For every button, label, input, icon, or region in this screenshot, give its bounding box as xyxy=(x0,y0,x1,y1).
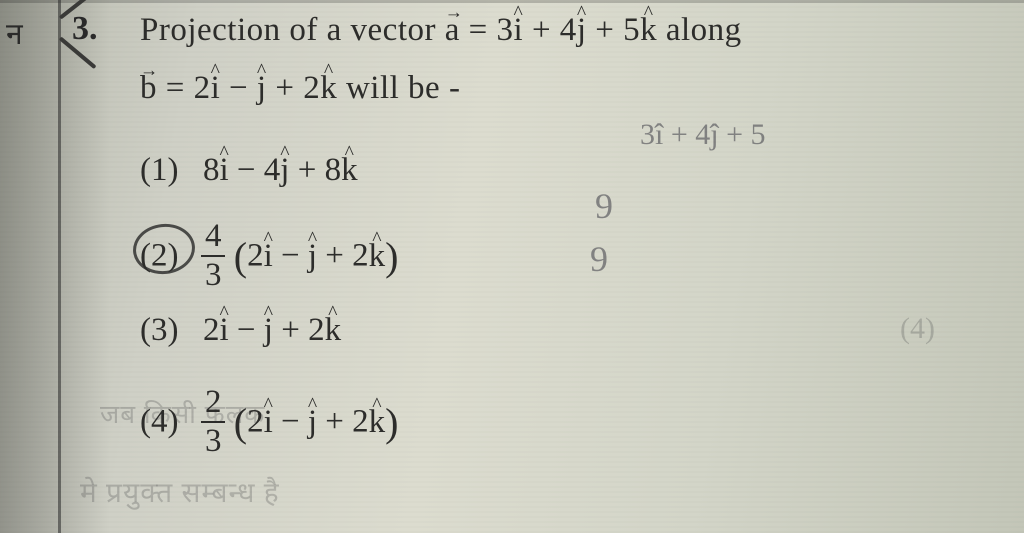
minus: − xyxy=(229,70,257,106)
j-hat: ^j xyxy=(577,12,587,49)
caret-icon: ^ xyxy=(264,228,273,251)
eq-2: = 2 xyxy=(166,70,211,106)
plus-4: + 4 xyxy=(532,12,577,48)
binding-shadow xyxy=(0,0,110,533)
caret-icon: ^ xyxy=(514,2,524,25)
fraction-den: 3 xyxy=(201,257,226,292)
j-hat: ^j xyxy=(308,238,317,275)
vector-b: →b xyxy=(140,70,157,107)
caret-icon: ^ xyxy=(264,302,273,325)
caret-icon: ^ xyxy=(219,302,228,325)
k-hat: ^k xyxy=(369,404,386,441)
paren-open: ( xyxy=(234,234,247,279)
scanned-page: न 3. Projection of a vector →a = 3^i + 4… xyxy=(0,0,1024,533)
option-number: (3) xyxy=(140,312,178,348)
j-hat: ^j xyxy=(264,312,273,349)
cropped-side-char: न xyxy=(6,12,23,53)
i-hat: ^i xyxy=(264,238,273,275)
option-1: (1) 8^i − 4^j + 8^k xyxy=(140,152,358,189)
k-hat: ^k xyxy=(369,238,386,275)
plus-5: + 5 xyxy=(595,12,640,48)
opt1-plus8: + 8 xyxy=(298,152,341,188)
caret-icon: ^ xyxy=(369,394,386,417)
j-hat: ^j xyxy=(257,70,267,107)
j-hat: ^j xyxy=(280,152,289,189)
handwriting-9b: 9 xyxy=(590,238,608,280)
handwriting-9a: 9 xyxy=(595,185,613,227)
caret-icon: ^ xyxy=(280,142,289,165)
caret-icon: ^ xyxy=(308,394,317,417)
i-hat: ^i xyxy=(219,152,228,189)
caret-icon: ^ xyxy=(219,142,228,165)
bleed-through-text-2: मे प्रयुक्त सम्बन्ध है xyxy=(80,478,280,514)
caret-icon: ^ xyxy=(341,142,358,165)
q-text-willbe: will be - xyxy=(346,70,460,106)
left-margin-rule xyxy=(58,0,61,533)
q-text-along: along xyxy=(666,12,742,48)
k-hat: ^k xyxy=(320,70,337,107)
caret-icon: ^ xyxy=(320,60,337,83)
vector-a: →a xyxy=(445,12,460,49)
k-hat: ^k xyxy=(341,152,358,189)
caret-icon: ^ xyxy=(369,228,386,251)
page-top-edge xyxy=(0,0,1024,3)
k-hat: ^k xyxy=(640,12,657,49)
q-text-projection: Projection of a vector xyxy=(140,12,445,48)
option-2: (2) 4 3 (2^i − ^j + 2^k) xyxy=(140,222,398,294)
bleed-through-right: (4) xyxy=(900,312,935,346)
plus-2: + 2 xyxy=(275,70,320,106)
question-number: 3. xyxy=(72,10,98,48)
j-hat: ^j xyxy=(308,404,317,441)
opt1-minus4: − 4 xyxy=(237,152,280,188)
option-3: (3) 2^i − ^j + 2^k xyxy=(140,312,341,349)
handwriting-note: 3î + 4ĵ + 5 xyxy=(640,118,766,152)
eq-3: = 3 xyxy=(469,12,514,48)
question-line-1: Projection of a vector →a = 3^i + 4^j + … xyxy=(140,12,742,49)
arrow-icon: → xyxy=(445,2,460,23)
i-hat: ^i xyxy=(514,12,524,49)
bleed-through-text-1: जब किसी फलक xyxy=(100,400,265,434)
i-hat: ^i xyxy=(219,312,228,349)
caret-icon: ^ xyxy=(257,60,267,83)
paren-close: ) xyxy=(385,400,398,445)
caret-icon: ^ xyxy=(325,302,342,325)
opt1-8: 8 xyxy=(203,152,220,188)
question-line-2: →b = 2^i − ^j + 2^k will be - xyxy=(140,70,460,107)
i-hat: ^i xyxy=(211,70,221,107)
arrow-icon: → xyxy=(140,60,157,81)
paren-close: ) xyxy=(385,234,398,279)
k-hat: ^k xyxy=(325,312,342,349)
fraction-4-3: 4 3 xyxy=(201,220,226,292)
caret-icon: ^ xyxy=(577,2,587,25)
option-number: (2) xyxy=(140,238,178,274)
caret-icon: ^ xyxy=(211,60,221,83)
option-number: (1) xyxy=(140,152,178,188)
caret-icon: ^ xyxy=(640,2,657,25)
caret-icon: ^ xyxy=(308,228,317,251)
fraction-num: 4 xyxy=(201,220,226,257)
